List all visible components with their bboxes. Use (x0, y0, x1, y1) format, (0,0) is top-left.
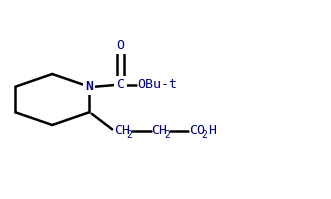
Text: H: H (208, 124, 216, 137)
Text: CH: CH (114, 124, 130, 137)
Text: OBu-t: OBu-t (137, 78, 177, 91)
Text: C: C (117, 78, 124, 91)
Text: 2: 2 (164, 130, 170, 140)
Text: O: O (117, 39, 124, 52)
Text: 2: 2 (126, 130, 132, 140)
Text: CO: CO (189, 124, 205, 137)
Text: 2: 2 (202, 130, 208, 140)
Text: CH: CH (152, 124, 167, 137)
Text: N: N (85, 80, 93, 93)
